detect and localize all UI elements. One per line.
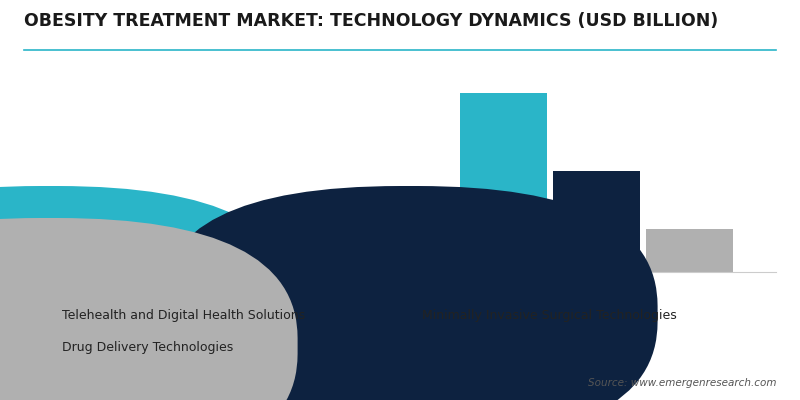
Bar bbox=[175, 233, 261, 272]
Bar bbox=[461, 93, 547, 272]
Bar bbox=[646, 229, 733, 272]
Bar bbox=[268, 256, 354, 272]
Text: Telehealth and Digital Health Solutions: Telehealth and Digital Health Solutions bbox=[62, 310, 306, 322]
Text: OBESITY TREATMENT MARKET: TECHNOLOGY DYNAMICS (USD BILLION): OBESITY TREATMENT MARKET: TECHNOLOGY DYN… bbox=[24, 12, 718, 30]
Bar bbox=[554, 171, 640, 272]
Text: Source: www.emergenresearch.com: Source: www.emergenresearch.com bbox=[587, 378, 776, 388]
Bar bbox=[82, 198, 168, 272]
Text: Minimally Invasive Surgical Technologies: Minimally Invasive Surgical Technologies bbox=[422, 310, 677, 322]
Text: Drug Delivery Technologies: Drug Delivery Technologies bbox=[62, 342, 234, 354]
